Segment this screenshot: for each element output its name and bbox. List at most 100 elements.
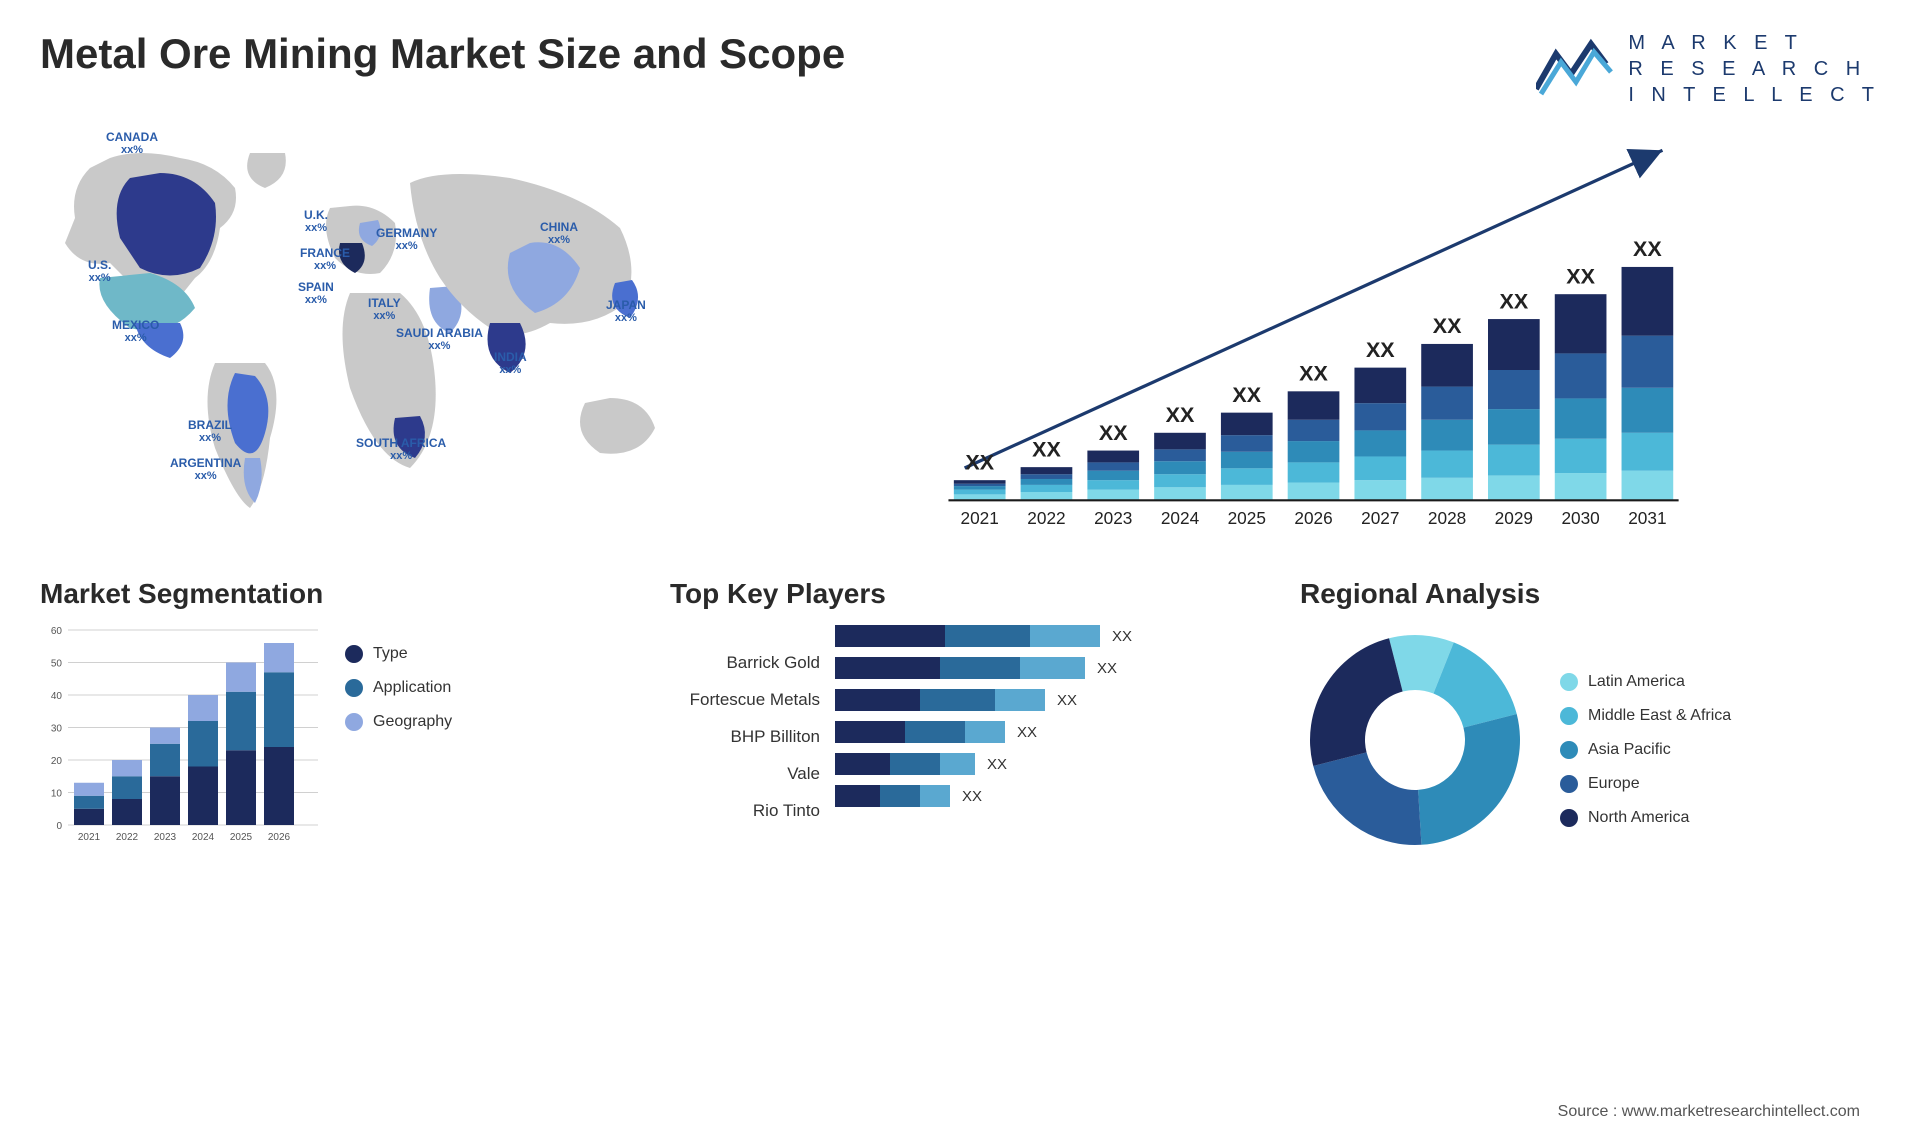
player-value: XX [987, 756, 1007, 773]
svg-text:XX: XX [1499, 289, 1528, 313]
svg-text:XX: XX [1032, 437, 1061, 461]
player-bar [835, 689, 1045, 711]
svg-text:2025: 2025 [1228, 508, 1266, 528]
segmentation-legend: Type Application Geography [345, 645, 452, 731]
svg-text:2022: 2022 [116, 832, 139, 843]
map-callout: ITALYxx% [368, 296, 401, 324]
player-bars: XX XX XX XX XX XX [835, 625, 1132, 807]
svg-text:2029: 2029 [1495, 508, 1533, 528]
player-label: Rio Tinto [670, 801, 820, 821]
player-label: Vale [670, 764, 820, 784]
player-value: XX [1097, 660, 1117, 677]
logo-icon [1536, 34, 1616, 104]
players-title: Top Key Players [670, 578, 1250, 610]
regional-title: Regional Analysis [1300, 578, 1880, 610]
player-value: XX [1057, 692, 1077, 709]
svg-text:30: 30 [51, 724, 63, 735]
svg-text:2021: 2021 [78, 832, 101, 843]
player-bar-row: XX [835, 689, 1132, 711]
svg-text:2028: 2028 [1428, 508, 1466, 528]
svg-text:60: 60 [51, 626, 63, 637]
legend-item: Europe [1560, 775, 1731, 793]
svg-text:2021: 2021 [961, 508, 999, 528]
world-map: CANADAxx% U.S.xx% MEXICOxx% U.K.xx% FRANCExx… [40, 118, 720, 538]
player-value: XX [1112, 628, 1132, 645]
segmentation-panel: Market Segmentation 0 10 20 30 40 50 60 2021 202… [40, 578, 620, 875]
page-title: Metal Ore Mining Market Size and Scope [40, 30, 845, 78]
brand-logo: M A R K E T R E S E A R C H I N T E L L … [1536, 30, 1880, 108]
source-text: Source : www.marketresearchintellect.com [1558, 1103, 1860, 1121]
svg-text:2023: 2023 [1094, 508, 1132, 528]
svg-text:10: 10 [51, 789, 63, 800]
svg-text:2030: 2030 [1561, 508, 1599, 528]
legend-item: Application [345, 679, 452, 697]
map-callout: INDIAxx% [494, 350, 527, 378]
players-panel: Top Key Players Barrick Gold Fortescue Me… [670, 578, 1250, 875]
map-callout: U.S.xx% [88, 258, 111, 286]
player-label: Barrick Gold [670, 653, 820, 673]
logo-text: M A R K E T R E S E A R C H I N T E L L … [1628, 30, 1880, 108]
map-callout: CHINAxx% [540, 220, 578, 248]
map-callout: SOUTH AFRICAxx% [356, 436, 446, 464]
svg-text:0: 0 [56, 821, 62, 832]
svg-text:XX: XX [1099, 421, 1128, 445]
svg-text:XX: XX [965, 450, 994, 474]
map-callout: SPAINxx% [298, 280, 334, 308]
legend-item: Type [345, 645, 452, 663]
player-label: Fortescue Metals [670, 690, 820, 710]
svg-text:XX: XX [1299, 362, 1328, 386]
svg-text:XX: XX [1232, 383, 1261, 407]
market-size-chart: XX 2021 XX 2022 XX 2023 XX 2024 XX 2025 XX 2026 XX 20… [760, 118, 1880, 538]
map-callout: SAUDI ARABIAxx% [396, 326, 483, 354]
regional-panel: Regional Analysis Latin America Middle Ea… [1300, 578, 1880, 875]
svg-text:XX: XX [1166, 403, 1195, 427]
map-callout: ARGENTINAxx% [170, 456, 241, 484]
player-bar-row: XX [835, 625, 1132, 647]
svg-text:2024: 2024 [1161, 508, 1200, 528]
svg-text:2031: 2031 [1628, 508, 1666, 528]
legend-item: Latin America [1560, 673, 1731, 691]
map-callout: U.K.xx% [304, 208, 328, 236]
player-bar [835, 785, 950, 807]
player-bar-row: XX [835, 785, 1132, 807]
svg-text:2025: 2025 [230, 832, 253, 843]
player-bar-row: XX [835, 753, 1132, 775]
player-bar [835, 753, 975, 775]
svg-text:2023: 2023 [154, 832, 177, 843]
map-callout: MEXICOxx% [112, 318, 159, 346]
regional-legend: Latin America Middle East & Africa Asia Pa… [1560, 673, 1731, 827]
svg-text:2026: 2026 [268, 832, 291, 843]
svg-text:40: 40 [51, 691, 63, 702]
map-callout: CANADAxx% [106, 130, 158, 158]
map-callout: FRANCExx% [300, 246, 350, 274]
player-bar [835, 625, 1100, 647]
svg-text:XX: XX [1566, 264, 1595, 288]
legend-item: Asia Pacific [1560, 741, 1731, 759]
svg-text:2026: 2026 [1294, 508, 1332, 528]
legend-item: Middle East & Africa [1560, 707, 1731, 725]
svg-text:XX: XX [1366, 338, 1395, 362]
segmentation-title: Market Segmentation [40, 578, 620, 610]
svg-text:2027: 2027 [1361, 508, 1399, 528]
svg-text:50: 50 [51, 659, 63, 670]
legend-item: Geography [345, 713, 452, 731]
map-callout: JAPANxx% [606, 298, 646, 326]
svg-text:2022: 2022 [1027, 508, 1065, 528]
player-bar-row: XX [835, 721, 1132, 743]
svg-text:XX: XX [1633, 237, 1662, 261]
map-callout: BRAZILxx% [188, 418, 232, 446]
player-value: XX [962, 788, 982, 805]
svg-text:2024: 2024 [192, 832, 215, 843]
player-label: BHP Billiton [670, 727, 820, 747]
player-bar-row: XX [835, 657, 1132, 679]
legend-item: North America [1560, 809, 1731, 827]
regional-donut [1300, 625, 1530, 855]
svg-text:XX: XX [1433, 314, 1462, 338]
player-bar [835, 721, 1005, 743]
segmentation-chart: 0 10 20 30 40 50 60 2021 2022 2023 2024 2025 2026 [40, 625, 320, 875]
player-value: XX [1017, 724, 1037, 741]
player-labels: Barrick Gold Fortescue Metals BHP Billiton… [670, 653, 820, 821]
svg-text:20: 20 [51, 756, 63, 767]
map-callout: GERMANYxx% [376, 226, 437, 254]
player-bar [835, 657, 1085, 679]
